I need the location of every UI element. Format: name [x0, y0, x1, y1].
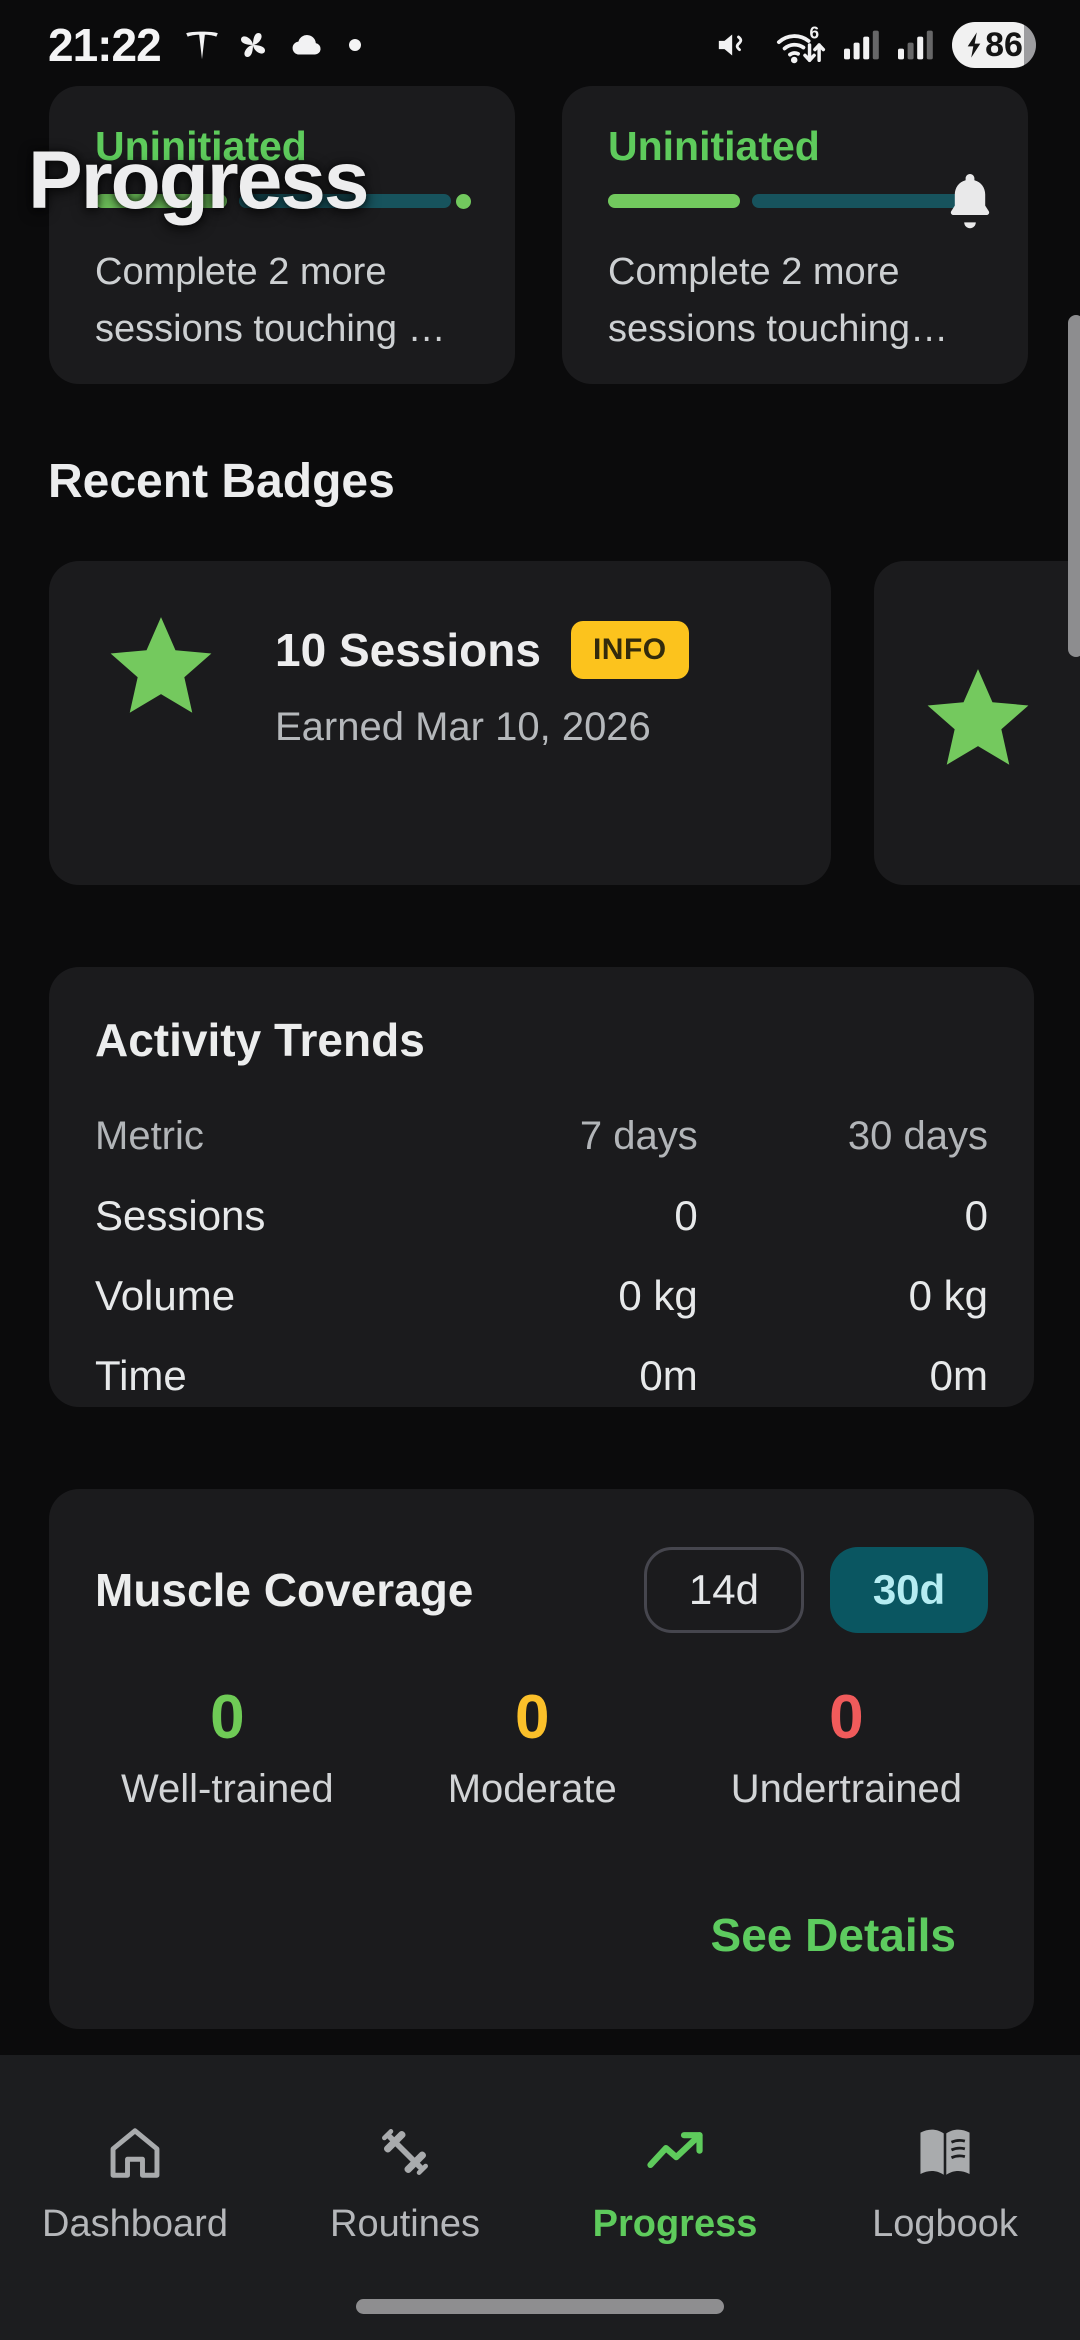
stat-label: Well-trained [121, 1767, 334, 1811]
stat-value: 0 [210, 1683, 245, 1752]
metric-value-7d: 0 kg [618, 1272, 698, 1319]
stat-moderate: 0 Moderate [448, 1685, 617, 1812]
activity-trends-card: Activity Trends Metric 7 days 30 days Se… [49, 967, 1034, 1407]
activity-trends-table: Metric 7 days 30 days Sessions 0 0 Volum… [95, 1113, 988, 1399]
progress-remaining-segment [751, 194, 964, 208]
cloud-icon [292, 35, 321, 55]
battery-indicator: 86 [952, 22, 1036, 68]
activity-trends-title: Activity Trends [95, 1014, 425, 1066]
page-title: Progress [28, 135, 370, 226]
stat-value: 0 [829, 1683, 864, 1752]
badge-title: 10 Sessions [275, 624, 541, 676]
range-toggle: 14d 30d [643, 1547, 988, 1633]
badges-carousel: 10 Sessions INFO Earned Mar 10, 2026 [0, 561, 1080, 885]
badge-earned-date: Earned Mar 10, 2026 [275, 705, 651, 749]
status-bar-left: 21:22 [48, 18, 361, 72]
progress-active-segment [608, 194, 740, 208]
progress-stop-dot [456, 193, 471, 209]
badge-info: 10 Sessions INFO Earned Mar 10, 2026 [275, 609, 689, 885]
clock: 21:22 [48, 19, 162, 71]
stat-well-trained: 0 Well-trained [121, 1685, 334, 1812]
milestone-card[interactable]: Uninitiated Complete 2 more sessions tou… [49, 86, 515, 384]
metric-value-30d: 0 [964, 1192, 988, 1239]
stat-value: 0 [514, 1683, 550, 1752]
status-bar: 21:22 6 [0, 0, 1080, 84]
progress-active-segment [95, 194, 227, 208]
home-icon [110, 2128, 160, 2178]
bell-icon [950, 174, 990, 229]
metric-label: Volume [95, 1272, 236, 1319]
stat-label: Moderate [447, 1767, 617, 1811]
scrollbar-thumb[interactable] [1068, 315, 1080, 657]
status-bar-right: 6 86 [694, 22, 1036, 68]
progress-remaining-segment [238, 194, 451, 208]
nav-label: Logbook [872, 2203, 1018, 2245]
column-header: 7 days [579, 1114, 698, 1158]
metric-value-30d: 0m [929, 1352, 988, 1399]
recent-badges-heading: Recent Badges [48, 455, 395, 508]
gesture-handle[interactable] [356, 2299, 724, 2314]
notification-dot [348, 39, 361, 51]
muscle-coverage-title: Muscle Coverage [95, 1564, 474, 1616]
metric-label: Sessions [95, 1192, 266, 1239]
milestone-progress-bar [95, 192, 471, 210]
metric-value-7d: 0 [674, 1192, 698, 1239]
svg-text:6: 6 [810, 22, 820, 42]
bottom-navigation: Dashboard Routines Progress [0, 2055, 1080, 2340]
milestone-card[interactable]: Uninitiated Complete 2 more sessions tou… [562, 86, 1028, 384]
fan-icon [240, 33, 265, 57]
metric-value-30d: 0 kg [908, 1272, 988, 1319]
stat-undertrained: 0 Undertrained [731, 1685, 962, 1812]
column-header: 30 days [847, 1114, 988, 1158]
nav-item-dashboard[interactable]: Dashboard [0, 2121, 270, 2340]
charging-bolt-icon [967, 32, 981, 58]
coverage-stats: 0 Well-trained 0 Moderate 0 Undertrained [95, 1685, 988, 1812]
star-icon [927, 669, 1029, 765]
trending-up-icon [647, 2132, 703, 2169]
mute-icon [718, 34, 743, 56]
milestone-description: Complete 2 more sessions touching Bar… [608, 251, 911, 350]
milestone-progress-bar [608, 174, 990, 229]
star-icon [110, 617, 212, 713]
nav-item-logbook[interactable]: Logbook [810, 2121, 1080, 2340]
milestone-description: Complete 2 more sessions touching Wu … [95, 251, 464, 350]
see-details-link[interactable]: See Details [710, 1909, 956, 1961]
wifi-icon: 6 [776, 22, 826, 64]
tesla-icon [185, 31, 218, 60]
nav-label: Routines [330, 2203, 480, 2245]
battery-percent: 86 [985, 25, 1023, 64]
signal-icon [844, 30, 879, 60]
milestone-carousel: Uninitiated Complete 2 more sessions tou… [0, 86, 1080, 384]
dumbbell-icon [382, 2129, 428, 2175]
nav-label: Progress [592, 2203, 758, 2245]
badge-card[interactable] [874, 561, 1080, 885]
milestone-status: Uninitiated [95, 123, 307, 169]
range-option-14d[interactable]: 14d [643, 1547, 804, 1633]
book-icon [920, 2129, 970, 2175]
badge-info-tag[interactable]: INFO [570, 621, 689, 679]
muscle-coverage-card: Muscle Coverage 14d 30d 0 Well-trained 0… [49, 1489, 1034, 2029]
badge-card[interactable]: 10 Sessions INFO Earned Mar 10, 2026 [49, 561, 831, 885]
nav-item-progress[interactable]: Progress [540, 2121, 810, 2340]
range-option-30d[interactable]: 30d [830, 1547, 988, 1633]
signal-icon [898, 30, 933, 60]
milestone-status: Uninitiated [608, 123, 820, 169]
nav-label: Dashboard [42, 2203, 228, 2245]
metric-label: Time [95, 1352, 187, 1399]
nav-item-routines[interactable]: Routines [270, 2121, 540, 2340]
metric-value-7d: 0m [639, 1352, 698, 1399]
column-header: Metric [95, 1114, 204, 1158]
stat-label: Undertrained [730, 1767, 962, 1811]
